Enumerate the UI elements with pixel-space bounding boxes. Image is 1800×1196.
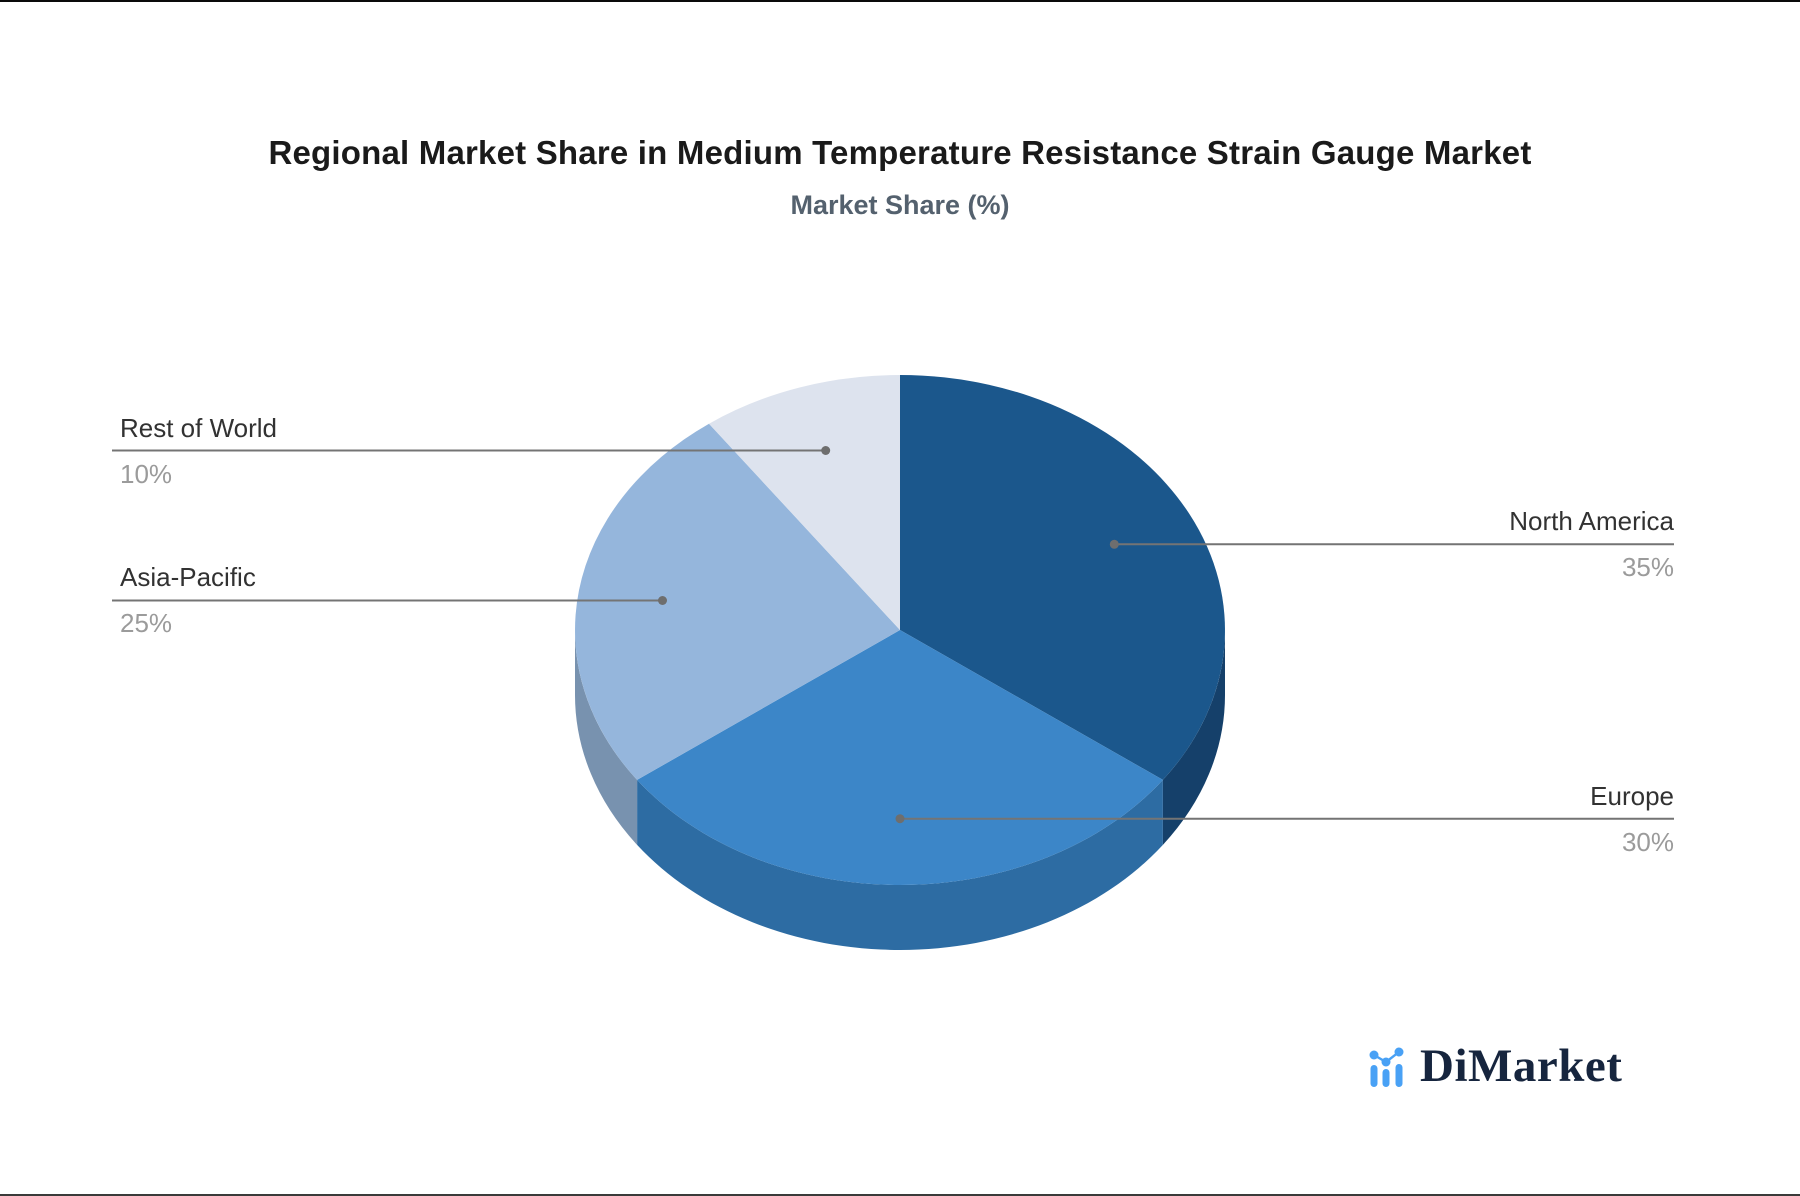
slice-percent: 35% <box>1621 552 1674 582</box>
pie-slice-north-america[interactable] <box>900 375 1225 780</box>
slice-name: Europe <box>1590 781 1674 811</box>
slice-label-asia-pacific: Asia-Pacific 25% <box>120 562 256 638</box>
pie-slice-rest-of-world[interactable] <box>709 375 900 630</box>
top-border-line <box>0 0 1800 2</box>
pie-side-north-america <box>1162 630 1225 845</box>
chart-title: Regional Market Share in Medium Temperat… <box>268 134 1532 171</box>
slice-label-north-america: North America 35% <box>1509 506 1674 582</box>
slice-name: North America <box>1509 506 1674 536</box>
chart-subtitle: Market Share (%) <box>790 190 1010 220</box>
slice-percent: 10% <box>120 459 173 489</box>
pie-side-asia-pacific <box>575 630 638 845</box>
slice-percent: 30% <box>1621 827 1674 857</box>
pie-slice-europe[interactable] <box>637 630 1163 885</box>
leader-dot-europe <box>895 814 905 824</box>
pie-side-europe <box>637 779 1163 950</box>
bottom-border-line <box>0 1194 1800 1196</box>
logo-text: DiMarket <box>1420 1040 1623 1092</box>
leader-dot-north-america <box>1109 539 1119 549</box>
dimarket-logo: DiMarket <box>1368 1040 1622 1092</box>
slice-name: Rest of World <box>120 413 278 443</box>
slice-percent: 25% <box>120 608 173 638</box>
pie-slice-asia-pacific[interactable] <box>575 423 900 780</box>
logo-bar-chart-trend-icon <box>1369 1047 1404 1087</box>
slice-name: Asia-Pacific <box>120 562 256 592</box>
slice-label-rest-of-world: Rest of World 10% <box>120 413 277 489</box>
slice-label-europe: Europe 30% <box>1590 781 1674 857</box>
leader-dot-rest-of-world <box>821 446 831 455</box>
leader-dot-asia-pacific <box>658 596 667 605</box>
